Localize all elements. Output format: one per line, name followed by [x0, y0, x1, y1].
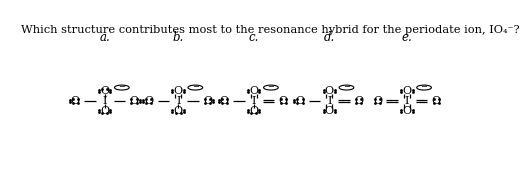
Text: O: O — [203, 96, 212, 106]
Text: O: O — [71, 96, 80, 106]
Text: −: − — [343, 83, 350, 91]
Text: c.: c. — [249, 31, 259, 44]
Text: −: − — [192, 83, 199, 91]
Text: I: I — [251, 96, 256, 106]
Text: O: O — [100, 86, 109, 96]
Text: Which structure contributes most to the resonance hybrid for the periodate ion, : Which structure contributes most to the … — [21, 25, 520, 35]
Text: O: O — [173, 86, 183, 96]
Text: O: O — [373, 96, 382, 106]
Text: O: O — [100, 106, 109, 116]
Text: O: O — [402, 86, 412, 96]
Text: I: I — [176, 96, 180, 106]
Text: O: O — [249, 86, 258, 96]
Text: O: O — [354, 96, 363, 106]
Text: I: I — [405, 96, 409, 106]
Text: b.: b. — [172, 31, 184, 44]
Text: a.: a. — [99, 31, 110, 44]
Text: e.: e. — [402, 31, 412, 44]
Text: O: O — [220, 96, 229, 106]
Text: O: O — [130, 96, 139, 106]
Text: O: O — [173, 106, 183, 116]
Text: O: O — [325, 86, 334, 96]
Text: −: − — [119, 83, 125, 91]
Text: O: O — [295, 96, 305, 106]
Text: O: O — [144, 96, 153, 106]
Text: O: O — [432, 96, 441, 106]
Text: d.: d. — [324, 31, 335, 44]
Text: I: I — [327, 96, 331, 106]
Text: O: O — [249, 106, 258, 116]
Text: O: O — [402, 106, 412, 116]
Text: O: O — [279, 96, 288, 106]
Text: I: I — [102, 96, 107, 106]
Text: −: − — [421, 83, 427, 91]
Text: −: − — [267, 83, 275, 91]
Text: O: O — [325, 106, 334, 116]
